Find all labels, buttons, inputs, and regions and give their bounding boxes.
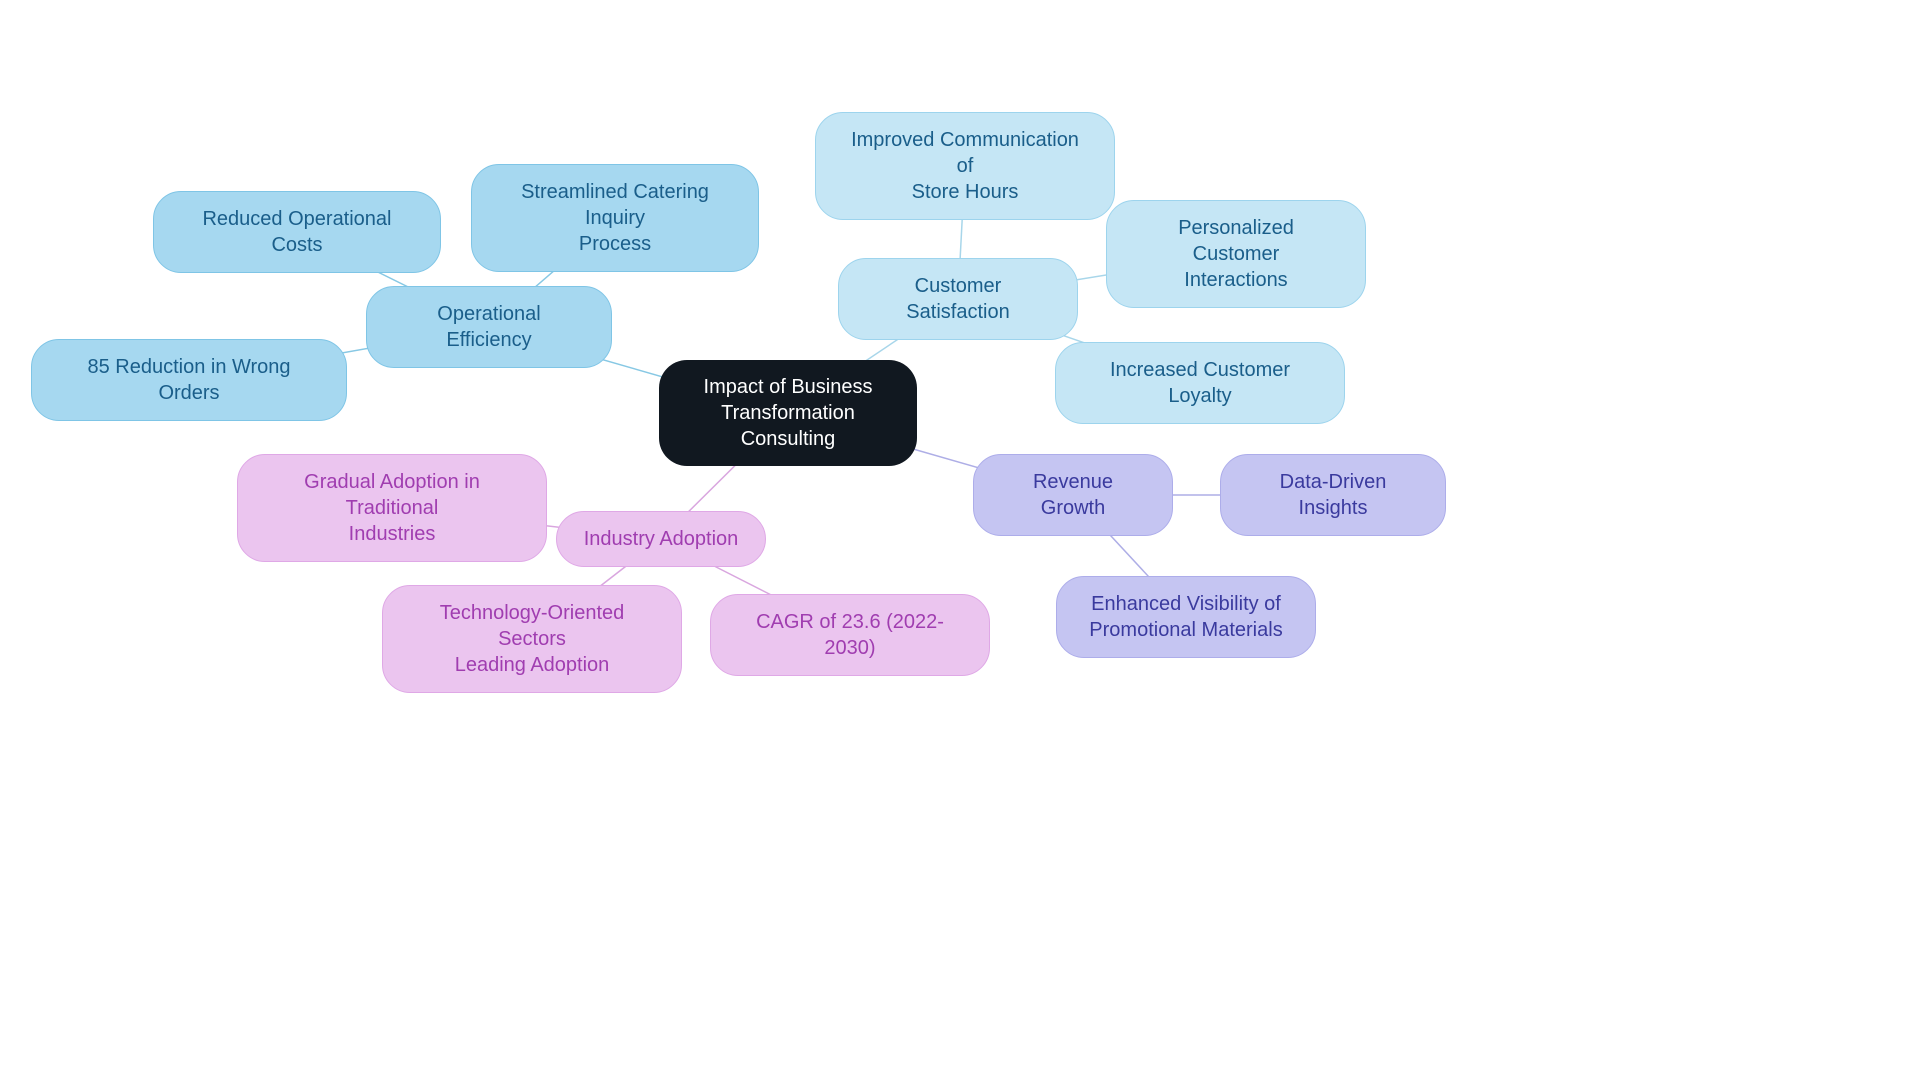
root-node: Impact of BusinessTransformation Consult…: [659, 360, 917, 466]
leaf-ia-3: CAGR of 23.6 (2022-2030): [710, 594, 990, 676]
leaf-cs-2: Personalized CustomerInteractions: [1106, 200, 1366, 308]
branch-ind-adopt: Industry Adoption: [556, 511, 766, 567]
branch-rev-growth: Revenue Growth: [973, 454, 1173, 536]
leaf-oe-2: Streamlined Catering InquiryProcess: [471, 164, 759, 272]
leaf-rg-2: Enhanced Visibility ofPromotional Materi…: [1056, 576, 1316, 658]
branch-cust-sat: Customer Satisfaction: [838, 258, 1078, 340]
leaf-cs-3: Increased Customer Loyalty: [1055, 342, 1345, 424]
leaf-ia-1: Gradual Adoption in TraditionalIndustrie…: [237, 454, 547, 562]
leaf-cs-1: Improved Communication ofStore Hours: [815, 112, 1115, 220]
leaf-ia-2: Technology-Oriented SectorsLeading Adopt…: [382, 585, 682, 693]
leaf-rg-1: Data-Driven Insights: [1220, 454, 1446, 536]
leaf-oe-1: Reduced Operational Costs: [153, 191, 441, 273]
branch-op-eff: Operational Efficiency: [366, 286, 612, 368]
leaf-oe-3: 85 Reduction in Wrong Orders: [31, 339, 347, 421]
